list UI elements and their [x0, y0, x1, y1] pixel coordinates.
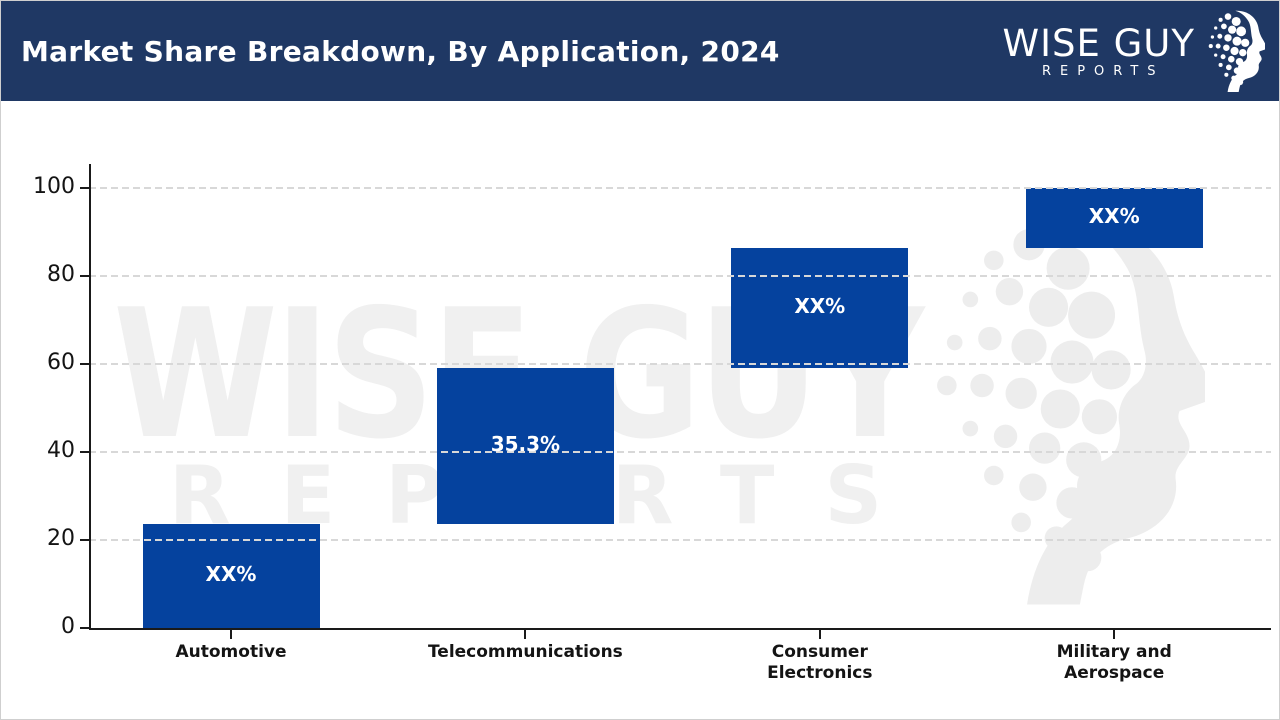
- y-tick-mark: [80, 363, 89, 365]
- y-tick-label: 40: [47, 438, 75, 463]
- gridline-80: [89, 275, 1271, 277]
- page-title: Market Share Breakdown, By Application, …: [21, 34, 780, 68]
- y-tick-mark: [80, 451, 89, 453]
- y-tick-label: 80: [47, 262, 75, 287]
- y-axis-line: [89, 164, 91, 630]
- bar-military-and-aerospace: [1025, 188, 1203, 248]
- y-tick-label: 60: [47, 350, 75, 375]
- bar-telecommunications: [436, 368, 614, 524]
- bar-consumer-electronics: [731, 247, 909, 369]
- wise-guy-reports-logo: WISE GUY REPORTS: [1003, 10, 1265, 92]
- logo-face-icon: [1191, 10, 1265, 92]
- bar-value-label: XX%: [1088, 203, 1140, 228]
- x-axis-line: [89, 628, 1271, 630]
- x-tick-mark: [524, 630, 527, 639]
- y-tick-mark: [80, 275, 89, 277]
- chart-canvas: WISE GUY REPORTS XX%35.3%XX%XX%020406080…: [1, 101, 1279, 719]
- x-tick-label-3: Consumer Electronics: [767, 642, 873, 683]
- x-tick-label-1: Automotive: [175, 642, 287, 662]
- bar-value-label: XX%: [205, 562, 257, 587]
- y-tick-mark: [80, 627, 89, 629]
- bar-value-label: 35.3%: [490, 432, 561, 457]
- x-tick-mark: [818, 630, 821, 639]
- x-tick-mark: [1113, 630, 1116, 639]
- bar-value-label: XX%: [794, 294, 846, 319]
- y-tick-mark: [80, 187, 89, 189]
- gridline-60: [89, 363, 1271, 365]
- bar-automotive: [142, 524, 320, 628]
- logo-text: WISE GUY REPORTS: [1002, 21, 1195, 79]
- x-tick-mark: [230, 630, 232, 639]
- y-tick-label: 20: [47, 526, 75, 551]
- y-tick-mark: [80, 539, 89, 541]
- gridline-100: [89, 187, 1271, 189]
- x-tick-label-2: Telecommunications: [427, 642, 623, 662]
- gridline-40: [89, 451, 1271, 453]
- x-tick-label-4: Military and Aerospace: [1056, 642, 1172, 683]
- logo-subtitle: REPORTS: [1041, 63, 1165, 79]
- logo-wordmark: WISE GUY: [1002, 21, 1195, 65]
- y-tick-label: 100: [33, 174, 75, 199]
- gridline-20: [89, 539, 1271, 541]
- y-tick-label: 0: [61, 614, 75, 639]
- header-banner: Market Share Breakdown, By Application, …: [1, 1, 1279, 101]
